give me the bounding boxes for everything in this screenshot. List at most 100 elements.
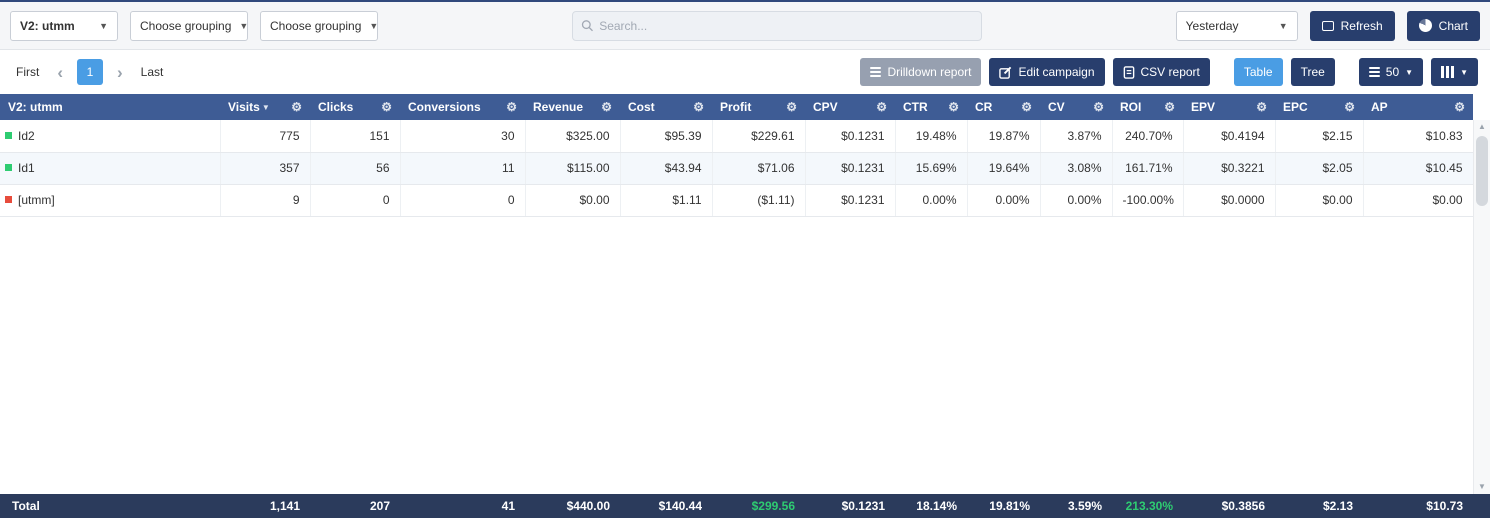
column-header-epc[interactable]: EPC ⚙ (1275, 94, 1363, 120)
pagination-last[interactable]: Last (140, 65, 164, 79)
chart-label: Chart (1438, 18, 1468, 33)
search-input[interactable] (599, 18, 973, 33)
conversions-cell: 0 (400, 184, 526, 217)
drilldown-report-button[interactable]: Drilldown report (860, 58, 982, 86)
column-settings-icon[interactable]: ⚙ (1021, 100, 1032, 114)
revenue-cell: $325.00 (525, 120, 621, 153)
cr-cell: 19.64% (967, 152, 1041, 185)
total-cv: 3.59% (1067, 499, 1102, 513)
epc-cell: $0.00 (1275, 184, 1364, 217)
visits-header-label: Visits (228, 100, 260, 114)
total-visits: 1,141 (269, 499, 300, 513)
totals-bar: Total 1,141 207 41 $440.00 $140.44 $299.… (0, 494, 1490, 518)
chart-button[interactable]: Chart (1406, 10, 1480, 41)
chevron-right-icon[interactable]: › (117, 62, 123, 82)
tree-view-label: Tree (1300, 65, 1325, 79)
grouping-select-1[interactable]: Choose grouping ▼ (130, 10, 249, 41)
profit-cell: ($1.11) (712, 184, 806, 217)
cost-cell: $1.11 (620, 184, 713, 217)
total-cr: 19.81% (989, 499, 1030, 513)
edit-campaign-button[interactable]: Edit campaign (989, 58, 1105, 86)
ap-cell: $0.00 (1363, 184, 1474, 217)
grouping-select-2[interactable]: Choose grouping ▼ (260, 10, 378, 41)
table-row[interactable]: Id1 357 56 11 $115.00 $43.94 $71.06 $0.1… (0, 152, 1474, 185)
columns-settings-button[interactable]: ▼ (1431, 58, 1478, 86)
scroll-up-icon[interactable]: ▲ (1478, 122, 1486, 131)
cpv-header-label: CPV (813, 100, 838, 114)
view-table-button[interactable]: Table (1233, 58, 1283, 86)
view-tree-button[interactable]: Tree (1290, 58, 1335, 86)
drilldown-label: Drilldown report (887, 65, 972, 79)
column-header-name[interactable]: V2: utmm (0, 94, 220, 120)
cpv-cell: $0.1231 (805, 184, 896, 217)
column-header-cost[interactable]: Cost ⚙ (620, 94, 712, 120)
row-name-cell: Id2 (0, 120, 221, 153)
column-settings-icon[interactable]: ⚙ (1256, 100, 1267, 114)
clicks-header-label: Clicks (318, 100, 354, 114)
csv-report-label: CSV report (1140, 65, 1200, 79)
table-row[interactable]: [utmm] 9 0 0 $0.00 $1.11 ($1.11) $0.1231… (0, 184, 1474, 217)
cost-cell: $95.39 (620, 120, 713, 153)
column-settings-icon[interactable]: ⚙ (876, 100, 887, 114)
pagination-page-1[interactable]: 1 (77, 59, 103, 85)
roi-header-label: ROI (1120, 100, 1142, 114)
report-table-area: V2: utmm Visits ▼ ⚙ Clicks ⚙ Conversions … (0, 94, 1490, 494)
table-row[interactable]: Id2 775 151 30 $325.00 $95.39 $229.61 $0… (0, 120, 1474, 153)
column-header-clicks[interactable]: Clicks ⚙ (310, 94, 400, 120)
cpv-cell: $0.1231 (805, 152, 896, 185)
epc-cell: $2.05 (1275, 152, 1364, 185)
column-header-profit[interactable]: Profit ⚙ (712, 94, 805, 120)
campaign-select[interactable]: V2: utmm ▼ (10, 10, 118, 41)
cpv-cell: $0.1231 (805, 120, 896, 153)
column-settings-icon[interactable]: ⚙ (601, 100, 612, 114)
column-header-revenue[interactable]: Revenue ⚙ (525, 94, 620, 120)
epc-header-label: EPC (1283, 100, 1308, 114)
column-settings-icon[interactable]: ⚙ (291, 100, 302, 114)
total-conversions: 41 (501, 499, 515, 513)
column-settings-icon[interactable]: ⚙ (381, 100, 392, 114)
column-header-conversions[interactable]: Conversions ⚙ (400, 94, 525, 120)
column-header-cr[interactable]: CR ⚙ (967, 94, 1040, 120)
grouping-select-1-value: Choose grouping (140, 18, 232, 33)
rows-per-page-value: 50 (1385, 65, 1400, 79)
ap-cell: $10.45 (1363, 152, 1474, 185)
column-header-cpv[interactable]: CPV ⚙ (805, 94, 895, 120)
totals-label: Total (12, 499, 40, 513)
conversions-cell: 11 (400, 152, 526, 185)
column-settings-icon[interactable]: ⚙ (1454, 100, 1465, 114)
column-settings-icon[interactable]: ⚙ (948, 100, 959, 114)
column-settings-icon[interactable]: ⚙ (693, 100, 704, 114)
date-range-select[interactable]: Yesterday ▼ (1175, 10, 1298, 41)
clicks-cell: 56 (310, 152, 401, 185)
row-name: Id1 (18, 161, 35, 175)
grouping-select-2-value: Choose grouping (270, 18, 362, 33)
scroll-down-icon[interactable]: ▼ (1478, 482, 1486, 491)
rows-per-page-button[interactable]: 50 ▼ (1358, 58, 1424, 86)
vertical-scrollbar[interactable]: ▲ ▼ (1473, 120, 1490, 494)
sort-desc-icon: ▼ (261, 102, 270, 112)
ctr-cell: 0.00% (895, 184, 968, 217)
profit-cell: $71.06 (712, 152, 806, 185)
cr-cell: 0.00% (967, 184, 1041, 217)
chevron-left-icon[interactable]: ‹ (57, 62, 63, 82)
column-settings-icon[interactable]: ⚙ (786, 100, 797, 114)
column-settings-icon[interactable]: ⚙ (1093, 100, 1104, 114)
refresh-button[interactable]: Refresh (1309, 10, 1395, 41)
column-settings-icon[interactable]: ⚙ (1344, 100, 1355, 114)
revenue-cell: $115.00 (525, 152, 621, 185)
column-header-ctr[interactable]: CTR ⚙ (895, 94, 967, 120)
column-settings-icon[interactable]: ⚙ (506, 100, 517, 114)
csv-report-button[interactable]: CSV report (1112, 58, 1210, 86)
column-header-epv[interactable]: EPV ⚙ (1183, 94, 1275, 120)
row-name-cell: Id1 (0, 152, 221, 185)
column-settings-icon[interactable]: ⚙ (1164, 100, 1175, 114)
column-header-cv[interactable]: CV ⚙ (1040, 94, 1112, 120)
column-header-visits[interactable]: Visits ▼ ⚙ (220, 94, 310, 120)
cv-cell: 3.08% (1040, 152, 1113, 185)
scrollbar-thumb[interactable] (1476, 136, 1488, 206)
profit-cell: $229.61 (712, 120, 806, 153)
column-header-roi[interactable]: ROI ⚙ (1112, 94, 1183, 120)
chevron-down-icon: ▼ (239, 20, 249, 31)
pagination-first[interactable]: First (16, 65, 40, 79)
column-header-ap[interactable]: AP ⚙ (1363, 94, 1473, 120)
